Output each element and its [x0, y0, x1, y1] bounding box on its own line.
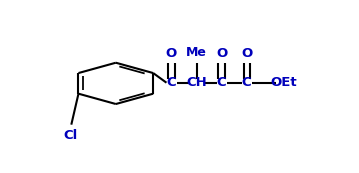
Text: O: O [241, 47, 252, 60]
Text: Cl: Cl [63, 129, 77, 142]
Text: C: C [167, 76, 176, 89]
Text: C: C [242, 76, 251, 89]
Text: Me: Me [186, 46, 207, 59]
Text: O: O [166, 47, 177, 60]
Text: CH: CH [186, 76, 207, 89]
Text: OEt: OEt [271, 76, 298, 89]
Text: O: O [216, 47, 227, 60]
Text: C: C [217, 76, 227, 89]
